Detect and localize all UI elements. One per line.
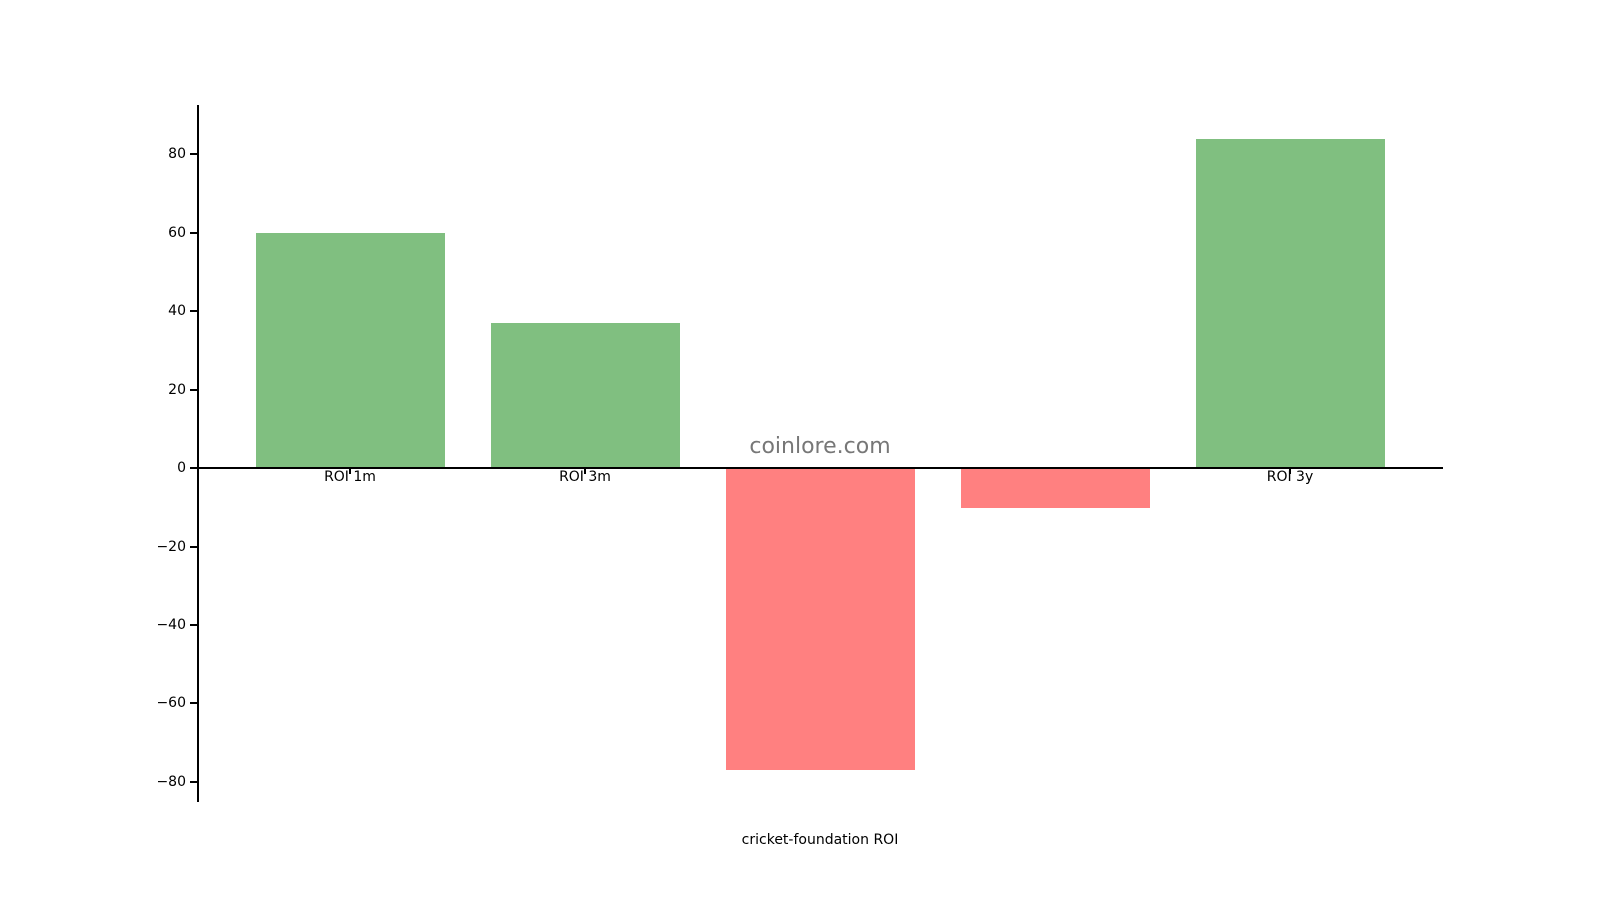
bar-hidden-3 [961,468,1150,508]
x-tick-label: ROI 3y [1266,469,1314,485]
x-tick-label: ROI 1m [324,469,376,485]
y-tick-mark [190,232,197,234]
y-axis-spine [197,105,199,802]
y-tick-mark [190,310,197,312]
x-tick-mark [1289,468,1291,474]
bar-ROI 3y [1196,139,1385,468]
y-tick-label: 40 [168,303,186,319]
y-tick-label: 60 [168,225,186,241]
y-tick-mark [190,467,197,469]
x-tick-label: ROI 3m [559,469,611,485]
y-tick-label: 80 [168,146,186,162]
y-tick-label: 0 [177,460,186,476]
y-tick-label: −60 [156,695,186,711]
y-tick-label: −80 [156,774,186,790]
y-tick-mark [190,546,197,548]
y-tick-label: −40 [156,617,186,633]
x-axis-line [197,467,1443,469]
y-tick-mark [190,153,197,155]
x-tick-mark [584,468,586,474]
bar-hidden-2 [726,468,915,770]
coinlore-watermark: coinlore.com [749,434,891,459]
x-tick-mark [349,468,351,474]
bar-ROI 3m [491,323,680,468]
y-tick-mark [190,702,197,704]
y-tick-mark [190,624,197,626]
y-tick-label: −20 [156,539,186,555]
y-tick-label: 20 [168,382,186,398]
chart-xlabel: cricket-foundation ROI [741,832,899,848]
y-tick-mark [190,389,197,391]
bar-ROI 1m [256,233,445,468]
y-tick-mark [190,781,197,783]
